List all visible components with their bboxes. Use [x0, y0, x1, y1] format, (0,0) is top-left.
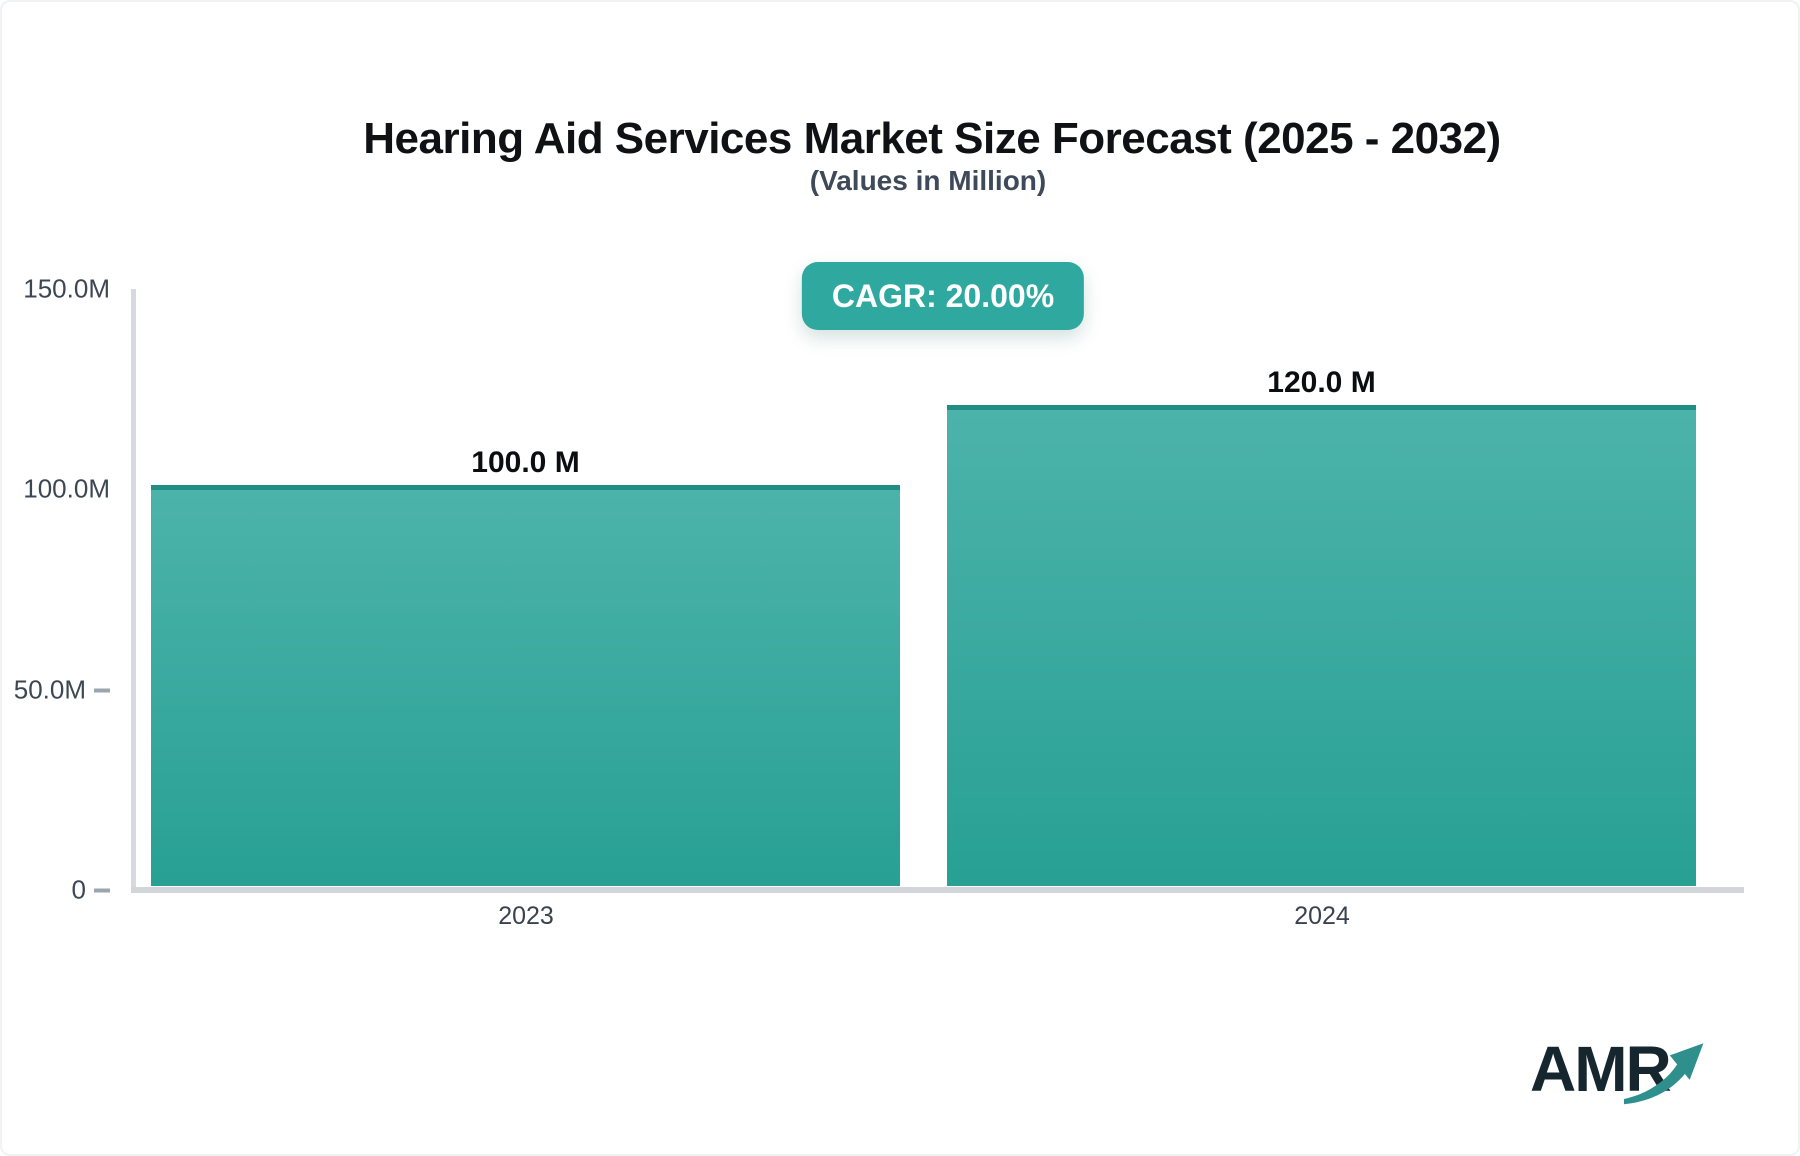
y-tick-label: 0	[72, 875, 110, 906]
growth-arrow-icon	[1624, 1043, 1704, 1105]
amr-logo: AMR	[1530, 1032, 1710, 1112]
y-tick-label: 100.0M	[23, 473, 110, 504]
y-tick-dash	[94, 888, 110, 892]
cagr-badge: CAGR: 20.00%	[801, 262, 1085, 330]
x-axis-line	[131, 887, 1744, 893]
x-axis-label-2023: 2023	[498, 902, 554, 930]
y-tick-dash	[94, 688, 110, 692]
bar-value-label-2024: 120.0 M	[1267, 366, 1376, 399]
y-tick-label: 150.0M	[23, 273, 110, 304]
chart-subtitle: (Values in Million)	[809, 165, 1047, 196]
y-axis-line	[131, 289, 136, 893]
chart-title: Hearing Aid Services Market Size Forecas…	[363, 114, 1501, 163]
bar-2023: 100.0 M	[151, 446, 900, 886]
bar-2024: 120.0 M	[947, 366, 1696, 886]
y-tick-label: 50.0M	[14, 675, 110, 706]
bar-value-label-2023: 100.0 M	[471, 446, 580, 479]
x-axis-label-2024: 2024	[1294, 902, 1350, 930]
